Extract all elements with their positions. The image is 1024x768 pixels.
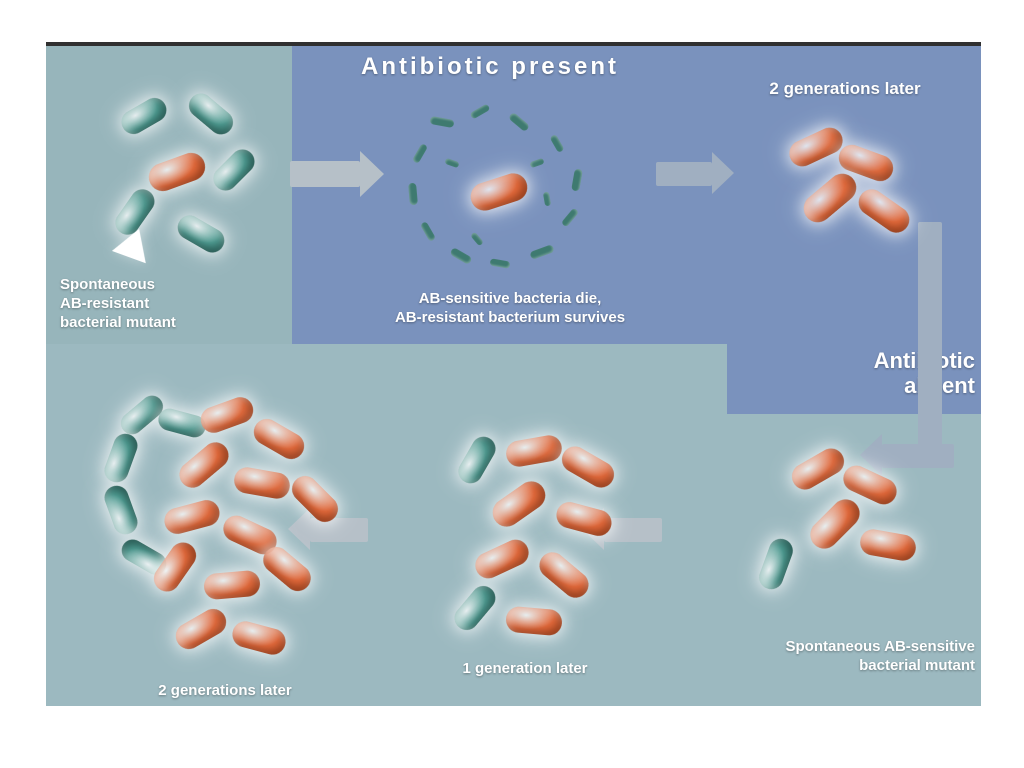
- panel-top-bar: [46, 42, 981, 46]
- title-two-gen-top: 2 generations later: [720, 78, 970, 99]
- caption-spont-resistant: Spontaneous AB-resistant bacterial mutan…: [60, 276, 260, 332]
- resistant-bacterium: [505, 606, 563, 637]
- caption-one-gen: 1 generation later: [410, 660, 640, 679]
- caption-two-gen-bot: 2 generations later: [110, 682, 340, 701]
- caption-ab-die: AB-sensitive bacteria die, AB-resistant …: [330, 290, 690, 328]
- title-antibiotic-absent: Antibiotic absent: [755, 348, 975, 399]
- caption-spont-sensitive: Spontaneous AB-sensitive bacterial mutan…: [710, 638, 975, 676]
- title-antibiotic-present: Antibiotic present: [280, 52, 700, 82]
- diagram-canvas: Antibiotic present 2 generations later Ant…: [0, 0, 1024, 768]
